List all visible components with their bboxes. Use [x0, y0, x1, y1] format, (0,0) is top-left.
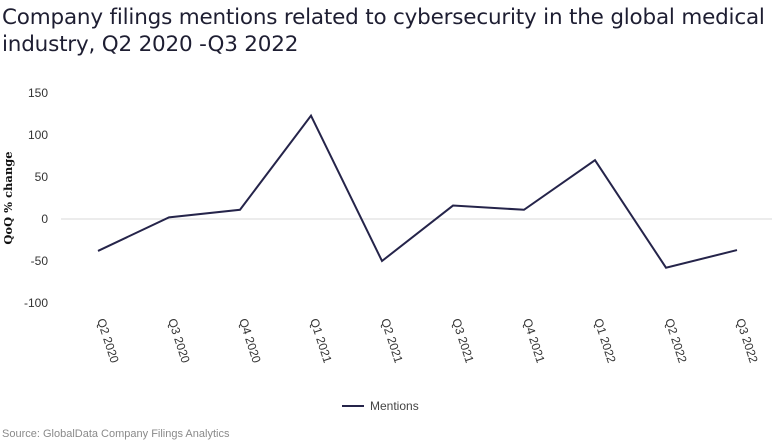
y-tick-label: 100	[28, 128, 48, 142]
chart-title: Company filings mentions related to cybe…	[2, 5, 765, 57]
y-axis-label: QoQ % change	[1, 151, 15, 244]
y-tick-label: 0	[41, 212, 48, 226]
x-tick-label: Q3 2022	[733, 317, 761, 365]
y-tick-label: -50	[31, 254, 49, 268]
legend: Mentions	[342, 399, 419, 413]
x-tick-label: Q1 2022	[591, 317, 619, 365]
x-tick-label: Q2 2022	[662, 317, 690, 365]
x-tick-label: Q3 2020	[165, 317, 193, 365]
x-tick-label: Q4 2020	[236, 317, 264, 365]
x-tick-label: Q1 2021	[307, 317, 335, 365]
x-tick-label: Q2 2020	[94, 317, 122, 365]
source-note: Source: GlobalData Company Filings Analy…	[2, 428, 230, 440]
x-tick-label: Q2 2021	[378, 317, 406, 365]
y-axis-ticks: 150 100 50 0 -50 -100	[24, 86, 48, 310]
x-tick-label: Q3 2021	[449, 317, 477, 365]
x-axis-ticks: Q2 2020 Q3 2020 Q4 2020 Q1 2021 Q2 2021 Q3 20…	[94, 317, 761, 365]
series-line-mentions	[97, 113, 738, 269]
y-tick-label: -100	[24, 296, 48, 310]
y-tick-label: 50	[35, 170, 49, 184]
y-tick-label: 150	[28, 86, 48, 100]
legend-label-mentions: Mentions	[370, 399, 419, 413]
x-tick-label: Q4 2021	[520, 317, 548, 365]
